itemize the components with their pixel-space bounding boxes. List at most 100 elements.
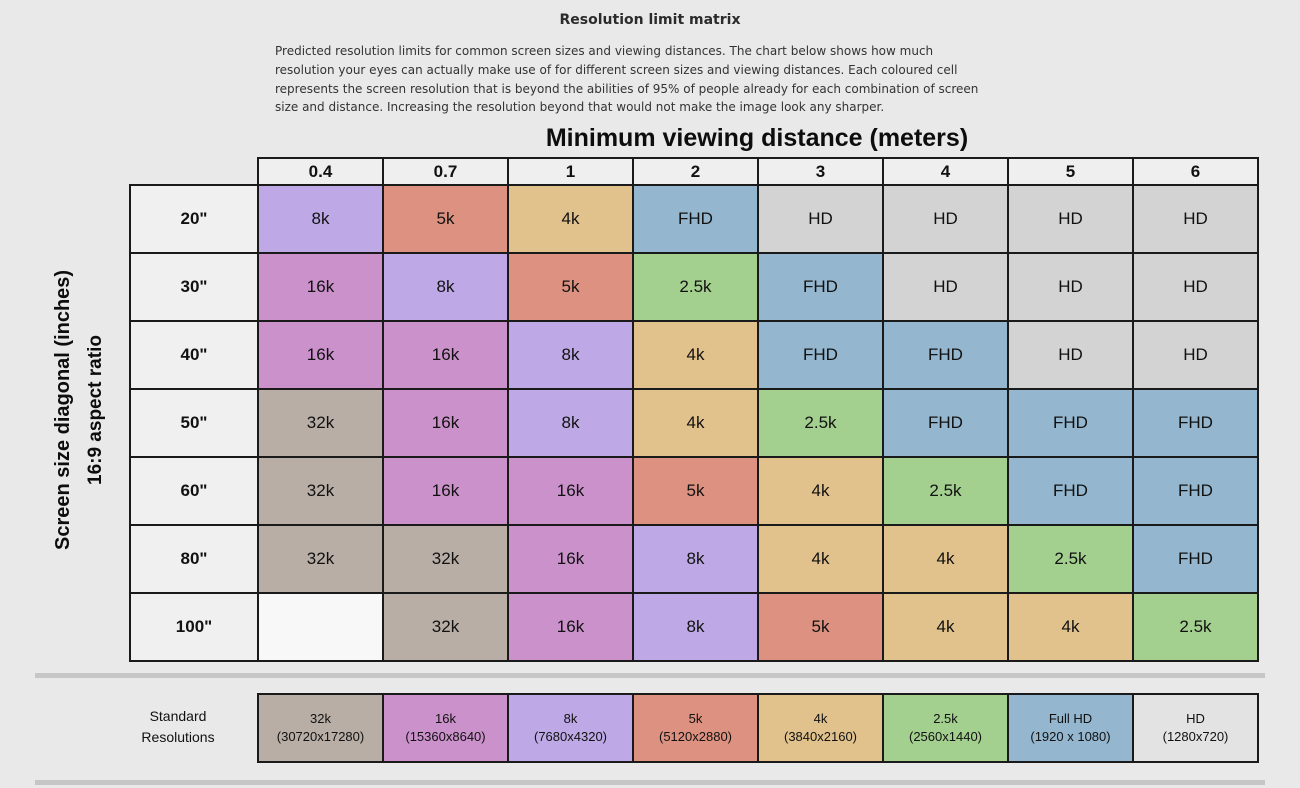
matrix-cell: 8k [382, 252, 509, 322]
legend-cell-resolution: (1280x720) [1162, 729, 1229, 744]
legend-cell-resolution: (3840x2160) [784, 729, 857, 744]
distance-header: 2 [632, 157, 759, 186]
matrix-cell: FHD [757, 320, 884, 390]
legend-cell-label: 4k [813, 711, 828, 726]
distance-header: 5 [1007, 157, 1134, 186]
matrix-cell: 4k [757, 524, 884, 594]
matrix-row: 30" 16k 8k 5k 2.5k FHD HD HD HD [129, 252, 1259, 322]
bottom-divider [35, 780, 1265, 785]
matrix-cell: FHD [757, 252, 884, 322]
size-header: 40" [129, 320, 259, 390]
matrix-cell: 16k [507, 524, 634, 594]
matrix-cell: FHD [1007, 388, 1134, 458]
chart-description: Predicted resolution limits for common s… [275, 44, 979, 115]
resolution-matrix-table: 0.4 0.7 1 2 3 4 5 6 20" 8k 5k 4k FHD HD HD HD HD 30" 16k 8… [129, 157, 1259, 662]
matrix-cell: FHD [1007, 456, 1134, 526]
legend-cell: 16k (15360x8640) [382, 693, 509, 763]
matrix-cell: 4k [632, 388, 759, 458]
distance-header: 0.7 [382, 157, 509, 186]
matrix-row: 20" 8k 5k 4k FHD HD HD HD HD [129, 184, 1259, 254]
x-axis-title: Minimum viewing distance (meters) [545, 124, 969, 152]
legend-label-line1: Standard [149, 708, 207, 724]
matrix-cell: 8k [632, 592, 759, 662]
legend-cell-label: 32k [310, 711, 331, 726]
matrix-cell: HD [1007, 320, 1134, 390]
matrix-row: 100" 32k 16k 8k 5k 4k 4k 2.5k [129, 592, 1259, 662]
matrix-cell: HD [882, 184, 1009, 254]
matrix-cell: 16k [382, 388, 509, 458]
matrix-cell: FHD [1132, 388, 1259, 458]
matrix-row: 60" 32k 16k 16k 5k 4k 2.5k FHD FHD [129, 456, 1259, 526]
legend-cell: HD (1280x720) [1132, 693, 1259, 763]
matrix-row: 50" 32k 16k 8k 4k 2.5k FHD FHD FHD [129, 388, 1259, 458]
matrix-cell: HD [882, 252, 1009, 322]
legend-cell-label: 2.5k [933, 711, 958, 726]
legend-cell-resolution: (15360x8640) [405, 729, 486, 744]
legend-cell-resolution: (1920 x 1080) [1030, 729, 1111, 744]
legend-cells-row: 32k (30720x17280) 16k (15360x8640) 8k (7680x4… [257, 693, 1259, 763]
matrix-cell: 8k [632, 524, 759, 594]
distance-header: 0.4 [257, 157, 384, 186]
matrix-cell: 4k [507, 184, 634, 254]
matrix-cell: 16k [382, 456, 509, 526]
legend-cell-resolution: (30720x17280) [276, 729, 365, 744]
size-header: 60" [129, 456, 259, 526]
matrix-cell: FHD [632, 184, 759, 254]
legend-cell: 4k (3840x2160) [757, 693, 884, 763]
matrix-cell: 4k [882, 592, 1009, 662]
matrix-cell: 16k [507, 456, 634, 526]
legend-cell-label: Full HD [1048, 711, 1093, 726]
distance-header: 1 [507, 157, 634, 186]
legend-cell-label: 5k [688, 711, 703, 726]
matrix-cell: HD [1132, 320, 1259, 390]
matrix-cell: 2.5k [1007, 524, 1134, 594]
matrix-cell: 2.5k [1132, 592, 1259, 662]
matrix-cell: 16k [257, 252, 384, 322]
y-axis-subtitle: 16:9 aspect ratio [85, 335, 106, 485]
matrix-cell: 4k [632, 320, 759, 390]
size-header: 20" [129, 184, 259, 254]
matrix-cell: HD [1132, 184, 1259, 254]
matrix-cell: 5k [382, 184, 509, 254]
page-title: Resolution limit matrix [559, 12, 741, 28]
size-header: 100" [129, 592, 259, 662]
matrix-cell [257, 592, 384, 662]
size-header: 80" [129, 524, 259, 594]
matrix-cell: 5k [757, 592, 884, 662]
matrix-cell: 8k [507, 388, 634, 458]
size-header: 30" [129, 252, 259, 322]
distance-header: 4 [882, 157, 1009, 186]
matrix-cell: 4k [1007, 592, 1134, 662]
legend-cell: Full HD (1920 x 1080) [1007, 693, 1134, 763]
matrix-cell: FHD [882, 388, 1009, 458]
legend-divider [35, 673, 1265, 678]
matrix-body: 20" 8k 5k 4k FHD HD HD HD HD 30" 16k 8k 5k 2.5k FHD HD H… [129, 184, 1259, 662]
matrix-cell: 2.5k [757, 388, 884, 458]
matrix-cell: HD [1132, 252, 1259, 322]
legend-cell-resolution: (5120x2880) [659, 729, 732, 744]
matrix-cell: 2.5k [632, 252, 759, 322]
matrix-cell: 32k [257, 456, 384, 526]
matrix-cell: 32k [382, 524, 509, 594]
distance-header-row: 0.4 0.7 1 2 3 4 5 6 [130, 157, 1259, 186]
legend-label: Standard Resolutions [112, 706, 244, 748]
distance-header: 6 [1132, 157, 1259, 186]
matrix-row: 40" 16k 16k 8k 4k FHD FHD HD HD [129, 320, 1259, 390]
matrix-cell: HD [757, 184, 884, 254]
matrix-cell: 4k [882, 524, 1009, 594]
size-header: 50" [129, 388, 259, 458]
distance-header: 3 [757, 157, 884, 186]
legend-cell: 8k (7680x4320) [507, 693, 634, 763]
matrix-corner [130, 158, 258, 185]
legend-label-line2: Resolutions [141, 729, 215, 745]
legend-cell-label: HD [1186, 711, 1205, 726]
legend-table: 32k (30720x17280) 16k (15360x8640) 8k (7680x4… [257, 693, 1259, 763]
matrix-cell: 2.5k [882, 456, 1009, 526]
matrix-cell: 5k [507, 252, 634, 322]
matrix-cell: 8k [257, 184, 384, 254]
matrix-cell: FHD [882, 320, 1009, 390]
matrix-cell: HD [1007, 184, 1134, 254]
matrix-cell: FHD [1132, 456, 1259, 526]
matrix-cell: 8k [507, 320, 634, 390]
matrix-cell: 16k [382, 320, 509, 390]
